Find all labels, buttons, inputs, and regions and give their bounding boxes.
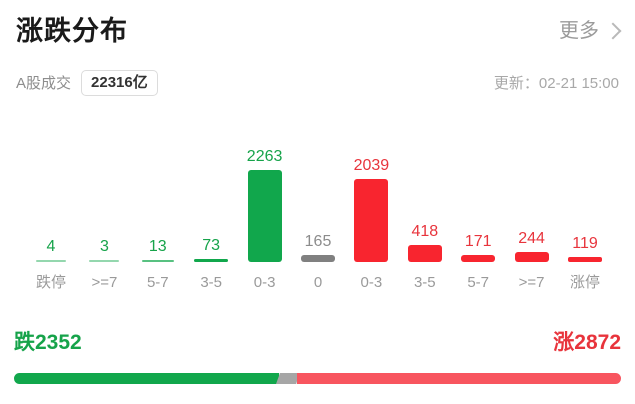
bar[interactable] [514,252,549,262]
category-label: 3-5 [200,274,223,291]
bar-value-label: 13 [148,238,167,255]
bar-group: 244 [506,108,558,262]
bar-value-label: 2039 [353,157,390,174]
category-label: 5-7 [146,274,169,291]
bar[interactable] [247,170,282,262]
chart-column[interactable]: 3 >=7 [78,108,130,298]
bar[interactable] [194,259,229,262]
bar-group: 4 [25,108,77,262]
chevron-right-icon [604,22,622,39]
bar-group: 119 [559,108,611,262]
bar-group: 165 [292,108,344,262]
ratio-up-segment [297,373,621,384]
bar-value-label: 73 [202,237,221,254]
distribution-chart: 4 跌停 3 >=7 13 5-7 73 3-5 2263 0-3 165 0 2039 0-3 418 3-… [0,108,635,298]
category-label: >=7 [91,274,118,291]
category-label: 跌停 [35,274,66,291]
category-label: 5-7 [467,274,490,291]
up-total-label: 涨2872 [553,331,621,354]
ratio-down-segment [14,373,279,384]
bar-value-label: 2263 [246,148,283,165]
bar-value-label: 171 [464,233,492,250]
bar[interactable] [141,260,174,262]
chart-column[interactable]: 2263 0-3 [239,108,291,298]
bar-group: 2039 [345,108,397,262]
chart-column[interactable]: 165 0 [292,108,344,298]
bar-value-label: 418 [411,223,439,240]
chart-column[interactable]: 4 跌停 [25,108,77,298]
bar[interactable] [407,245,442,262]
page-title: 涨跌分布 [16,15,128,46]
turnover-group: A股成交 22316亿 [16,70,158,96]
bar-value-label: 3 [99,238,109,255]
category-label: 0-3 [360,274,383,291]
bar-group: 73 [185,108,237,262]
bar[interactable] [36,260,66,262]
card-subheader: A股成交 22316亿 更新：02-21 15:00 [0,62,635,104]
bar-group: 2263 [239,108,291,262]
bar-value-label: 4 [46,238,56,255]
bar-value-label: 119 [572,235,598,252]
bar-group: 13 [132,108,184,262]
bar-value-label: 165 [304,233,332,250]
turnover-badge: 22316亿 [81,70,158,96]
bar[interactable] [461,255,496,262]
chart-column[interactable]: 171 5-7 [452,108,504,298]
down-total-label: 跌2352 [14,331,82,354]
chart-column[interactable]: 418 3-5 [399,108,451,298]
more-link[interactable]: 更多 [559,20,622,42]
bar-group: 418 [399,108,451,262]
bar-group: 171 [452,108,504,262]
summary-section: 跌2352 涨2872 [0,332,635,404]
bar[interactable] [354,179,389,262]
category-label: 涨停 [569,274,600,291]
more-label: 更多 [559,20,599,42]
bar-value-label: 244 [518,230,545,247]
chart-column[interactable]: 119 涨停 [559,108,611,298]
category-label: 3-5 [413,274,436,291]
bar[interactable] [568,257,602,262]
chart-column[interactable]: 13 5-7 [132,108,184,298]
turnover-label: A股成交 [16,74,72,92]
summary-labels: 跌2352 涨2872 [14,332,621,353]
bar[interactable] [89,260,120,262]
category-label: 0 [313,274,323,291]
category-label: >=7 [518,274,545,291]
updated-timestamp: 更新：02-21 15:00 [493,74,619,92]
chart-column[interactable]: 73 3-5 [185,108,237,298]
bar[interactable] [301,255,335,262]
chart-column[interactable]: 244 >=7 [506,108,558,298]
card-header: 涨跌分布 更多 [0,0,635,62]
category-label: 0-3 [253,274,276,291]
bar-group: 3 [78,108,130,262]
chart-column[interactable]: 2039 0-3 [345,108,397,298]
up-down-ratio-bar [14,373,621,384]
